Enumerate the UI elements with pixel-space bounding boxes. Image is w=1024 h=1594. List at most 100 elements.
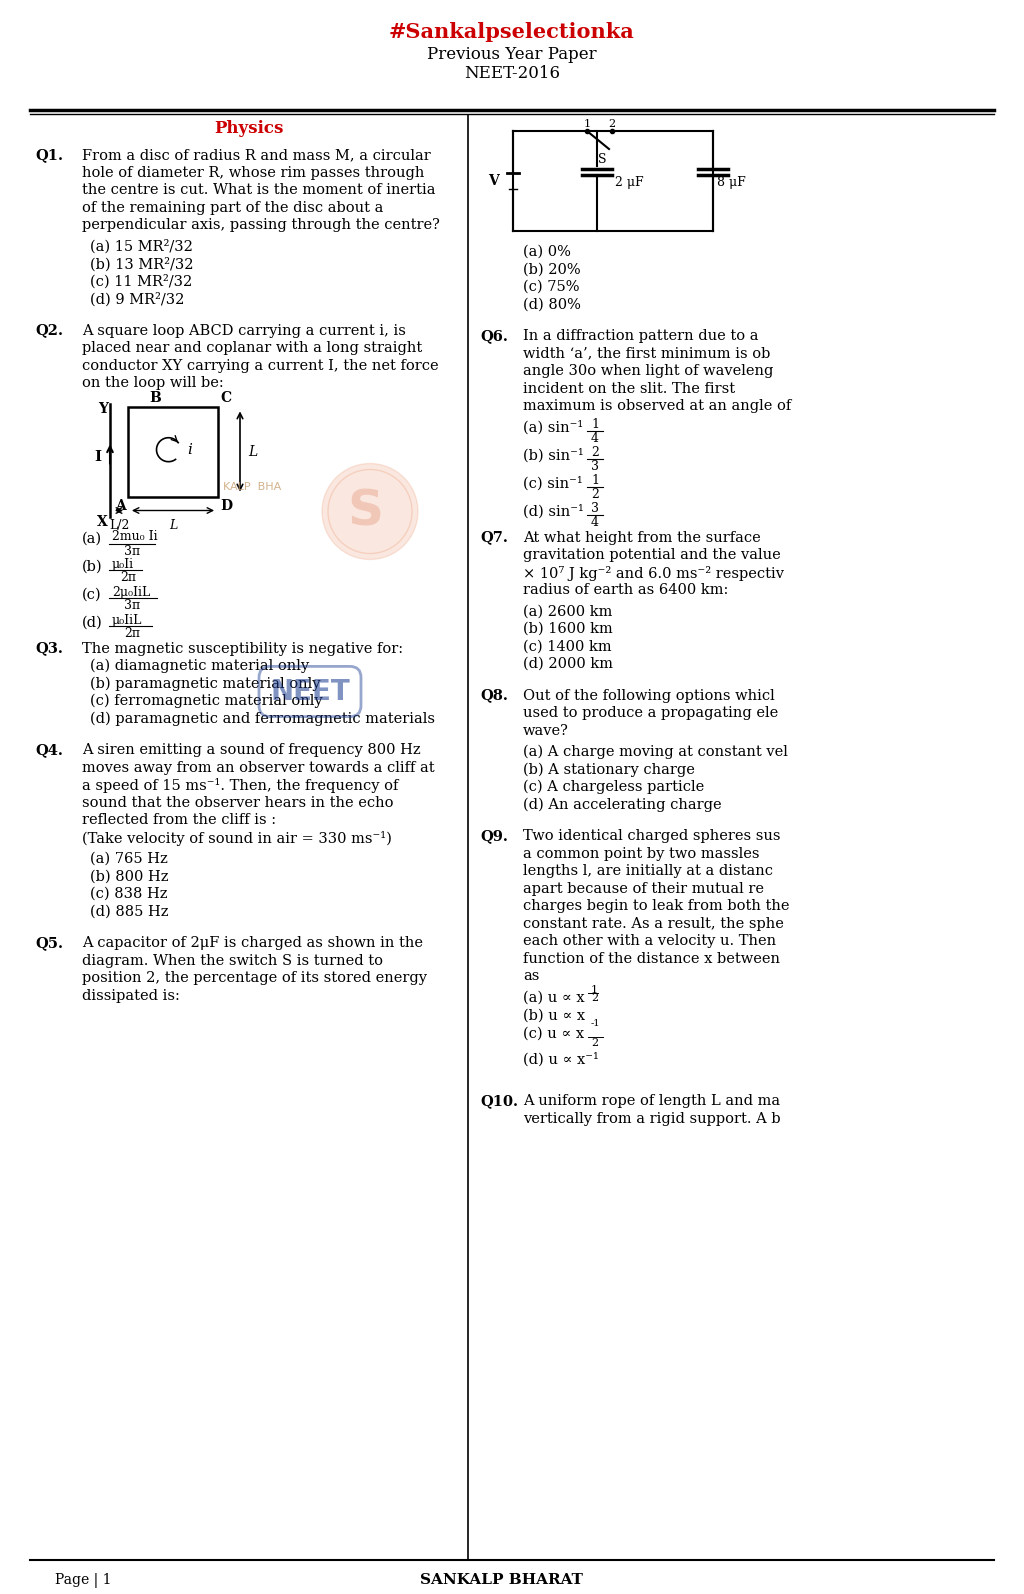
- Text: 3: 3: [591, 502, 599, 515]
- Text: (a) A charge moving at constant vel: (a) A charge moving at constant vel: [523, 744, 787, 759]
- Text: -1: -1: [591, 1019, 600, 1028]
- Text: 1: 1: [591, 985, 598, 995]
- Text: Q8.: Q8.: [480, 689, 508, 703]
- Text: apart because of their mutual re: apart because of their mutual re: [523, 881, 764, 896]
- Text: A uniform rope of length L and ma: A uniform rope of length L and ma: [523, 1095, 780, 1108]
- Text: (Take velocity of sound in air = 330 ms⁻¹): (Take velocity of sound in air = 330 ms⁻…: [82, 830, 392, 845]
- Text: angle 30o when light of waveleng: angle 30o when light of waveleng: [523, 363, 773, 378]
- Text: 4: 4: [591, 515, 599, 529]
- Text: (a) 765 Hz: (a) 765 Hz: [90, 853, 168, 866]
- Text: Q5.: Q5.: [35, 936, 63, 950]
- Text: (c) 838 Hz: (c) 838 Hz: [90, 886, 168, 901]
- Text: μ₀IiL: μ₀IiL: [112, 614, 142, 626]
- Text: i: i: [186, 443, 191, 457]
- Text: (b) paramagnetic material only: (b) paramagnetic material only: [90, 676, 321, 690]
- Text: Q9.: Q9.: [480, 829, 508, 843]
- Text: 2 μF: 2 μF: [615, 175, 644, 190]
- Text: Previous Year Paper: Previous Year Paper: [427, 46, 597, 62]
- Text: (d) 885 Hz: (d) 885 Hz: [90, 904, 169, 918]
- Text: (b) 13 MR²/32: (b) 13 MR²/32: [90, 257, 194, 271]
- Text: Q3.: Q3.: [35, 641, 62, 655]
- Text: 2π: 2π: [120, 571, 136, 583]
- Text: (d) sin⁻¹: (d) sin⁻¹: [523, 504, 584, 518]
- Text: reflected from the cliff is :: reflected from the cliff is :: [82, 813, 276, 827]
- Text: width ‘a’, the first minimum is ob: width ‘a’, the first minimum is ob: [523, 346, 770, 360]
- Text: sound that the observer hears in the echo: sound that the observer hears in the ech…: [82, 795, 393, 810]
- Text: L: L: [169, 518, 177, 531]
- Text: μ₀Ii: μ₀Ii: [112, 558, 134, 571]
- Text: 3π: 3π: [124, 598, 140, 612]
- Text: moves away from an observer towards a cliff at: moves away from an observer towards a cl…: [82, 760, 434, 775]
- Text: L/2: L/2: [109, 518, 129, 531]
- Text: 2: 2: [591, 1038, 598, 1047]
- Text: dissipated is:: dissipated is:: [82, 988, 180, 1003]
- Text: 2: 2: [591, 993, 598, 1003]
- Text: A siren emitting a sound of frequency 800 Hz: A siren emitting a sound of frequency 80…: [82, 743, 421, 757]
- Text: The magnetic susceptibility is negative for:: The magnetic susceptibility is negative …: [82, 641, 403, 655]
- Text: Out of the following options whicl: Out of the following options whicl: [523, 689, 775, 703]
- Text: From a disc of radius R and mass M, a circular: From a disc of radius R and mass M, a ci…: [82, 148, 431, 163]
- Text: (a) 2600 km: (a) 2600 km: [523, 604, 612, 618]
- Text: Q4.: Q4.: [35, 743, 62, 757]
- Text: 1: 1: [584, 120, 591, 129]
- Text: (c) A chargeless particle: (c) A chargeless particle: [523, 779, 705, 794]
- Text: placed near and coplanar with a long straight: placed near and coplanar with a long str…: [82, 341, 422, 355]
- Text: Q2.: Q2.: [35, 324, 63, 338]
- Text: In a diffraction pattern due to a: In a diffraction pattern due to a: [523, 328, 759, 343]
- Text: 2: 2: [608, 120, 615, 129]
- Text: (d) 80%: (d) 80%: [523, 298, 581, 311]
- Text: SANKALP BHARAT: SANKALP BHARAT: [420, 1573, 583, 1588]
- Text: (b) 800 Hz: (b) 800 Hz: [90, 869, 169, 883]
- Text: on the loop will be:: on the loop will be:: [82, 376, 224, 391]
- Text: (a) diamagnetic material only: (a) diamagnetic material only: [90, 658, 309, 673]
- Text: Page | 1: Page | 1: [55, 1573, 112, 1588]
- Text: hole of diameter R, whose rim passes through: hole of diameter R, whose rim passes thr…: [82, 166, 424, 180]
- Text: the centre is cut. What is the moment of inertia: the centre is cut. What is the moment of…: [82, 183, 435, 198]
- Text: Q1.: Q1.: [35, 148, 63, 163]
- Text: (b) A stationary charge: (b) A stationary charge: [523, 762, 695, 776]
- Text: as: as: [523, 969, 540, 983]
- Text: (c) 1400 km: (c) 1400 km: [523, 639, 611, 654]
- Text: Q10.: Q10.: [480, 1095, 518, 1108]
- Text: vertically from a rigid support. A b: vertically from a rigid support. A b: [523, 1113, 780, 1125]
- Text: NEET-2016: NEET-2016: [464, 64, 560, 81]
- Text: of the remaining part of the disc about a: of the remaining part of the disc about …: [82, 201, 383, 215]
- Text: A capacitor of 2μF is charged as shown in the: A capacitor of 2μF is charged as shown i…: [82, 936, 423, 950]
- Text: S: S: [598, 153, 606, 166]
- Text: × 10⁷ J kg⁻² and 6.0 ms⁻² respectiv: × 10⁷ J kg⁻² and 6.0 ms⁻² respectiv: [523, 566, 784, 580]
- Text: A: A: [116, 499, 126, 513]
- Text: (d) An accelerating charge: (d) An accelerating charge: [523, 797, 722, 811]
- Text: a common point by two massles: a common point by two massles: [523, 846, 760, 861]
- Text: Physics: Physics: [214, 120, 284, 137]
- Text: (a): (a): [82, 531, 102, 545]
- Text: incident on the slit. The first: incident on the slit. The first: [523, 381, 735, 395]
- Text: 2: 2: [591, 445, 599, 459]
- Text: Y: Y: [98, 402, 108, 416]
- Text: charges begin to leak from both the: charges begin to leak from both the: [523, 899, 790, 913]
- Text: S: S: [347, 488, 383, 536]
- Text: 2π: 2π: [124, 626, 140, 639]
- Text: 3π: 3π: [124, 545, 140, 558]
- Text: maximum is observed at an angle of: maximum is observed at an angle of: [523, 398, 792, 413]
- Text: D: D: [220, 499, 232, 513]
- Text: 1: 1: [591, 418, 599, 430]
- Text: used to produce a propagating ele: used to produce a propagating ele: [523, 706, 778, 720]
- Text: 2μ₀IiL: 2μ₀IiL: [112, 585, 151, 598]
- Text: radius of earth as 6400 km:: radius of earth as 6400 km:: [523, 583, 728, 598]
- Bar: [128, 406, 218, 496]
- Text: 1: 1: [591, 473, 599, 486]
- Text: (d): (d): [82, 615, 102, 630]
- Text: #Sankalpselectionka: #Sankalpselectionka: [389, 22, 635, 41]
- Text: L: L: [248, 445, 257, 459]
- Text: (b) sin⁻¹: (b) sin⁻¹: [523, 448, 584, 462]
- Text: A square loop ABCD carrying a current i, is: A square loop ABCD carrying a current i,…: [82, 324, 406, 338]
- Text: 2mu₀ Ii: 2mu₀ Ii: [112, 529, 158, 542]
- Text: constant rate. As a result, the sphe: constant rate. As a result, the sphe: [523, 917, 784, 931]
- Text: (a) 15 MR²/32: (a) 15 MR²/32: [90, 239, 193, 253]
- Text: (b) u ∝ x: (b) u ∝ x: [523, 1009, 585, 1022]
- Text: gravitation potential and the value: gravitation potential and the value: [523, 548, 780, 563]
- Text: (d) u ∝ x⁻¹: (d) u ∝ x⁻¹: [523, 1052, 599, 1066]
- Text: 3: 3: [591, 459, 599, 472]
- Text: 8 μF: 8 μF: [717, 175, 745, 190]
- Text: position 2, the percentage of its stored energy: position 2, the percentage of its stored…: [82, 971, 427, 985]
